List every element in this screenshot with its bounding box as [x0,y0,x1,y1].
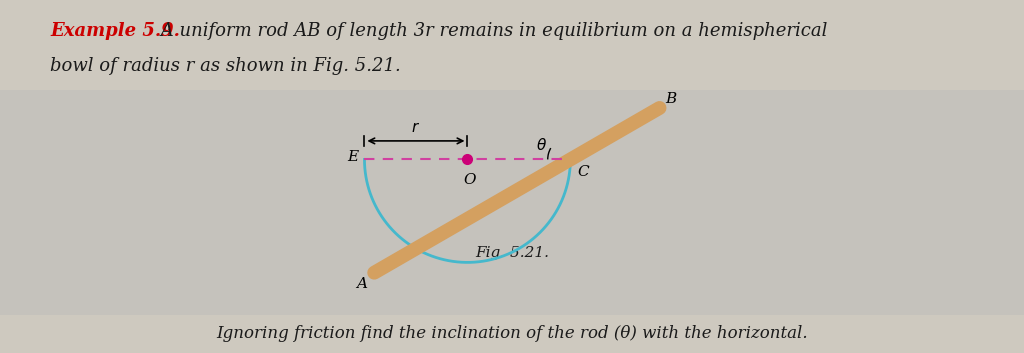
FancyBboxPatch shape [0,0,1024,90]
FancyBboxPatch shape [0,315,1024,353]
Text: bowl of radius r as shown in Fig. 5.21.: bowl of radius r as shown in Fig. 5.21. [50,57,400,75]
Text: Example 5.9.: Example 5.9. [50,22,180,40]
Text: $\theta$: $\theta$ [536,137,547,153]
Text: Fig. 5.21.: Fig. 5.21. [475,246,549,260]
Text: A: A [356,277,367,291]
Text: E: E [347,150,358,164]
Text: B: B [666,92,677,106]
Text: O: O [463,173,476,187]
Text: C: C [578,164,589,179]
Text: $r$: $r$ [412,121,421,135]
Text: A uniform rod AB of length 3r remains in equilibrium on a hemispherical: A uniform rod AB of length 3r remains in… [155,22,827,40]
Text: Ignoring friction find the inclination of the rod (θ) with the horizontal.: Ignoring friction find the inclination o… [216,325,808,342]
